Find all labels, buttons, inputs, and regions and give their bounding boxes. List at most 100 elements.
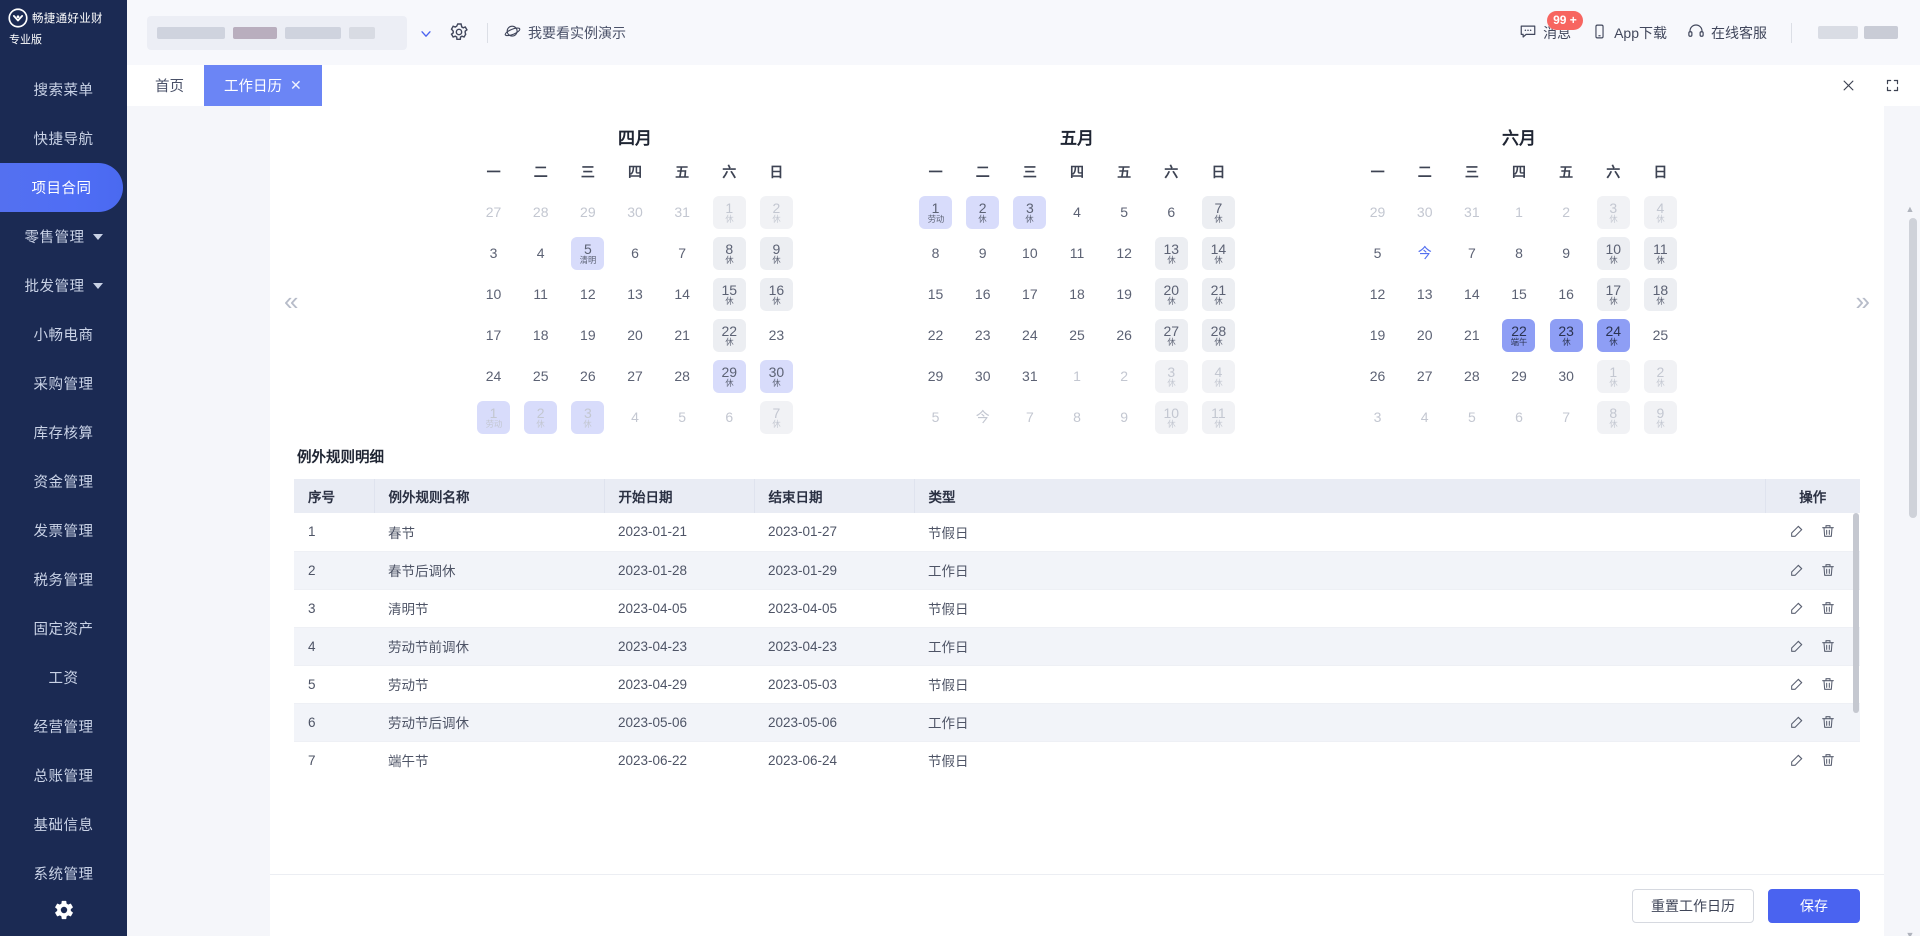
- calendar-day[interactable]: 11 休: [1643, 237, 1677, 270]
- calendar-day[interactable]: 20: [1408, 319, 1441, 352]
- calendar-day[interactable]: 26: [571, 360, 604, 393]
- calendar-day[interactable]: 12: [1108, 237, 1141, 270]
- table-row[interactable]: 2 春节后调休 2023-01-28 2023-01-29 工作日: [294, 551, 1860, 590]
- table-row[interactable]: 1 春节 2023-01-21 2023-01-27 节假日: [294, 513, 1860, 552]
- calendar-day[interactable]: 14: [666, 278, 699, 311]
- calendar-day[interactable]: 4: [1408, 401, 1441, 434]
- fullscreen-icon[interactable]: [1870, 78, 1914, 93]
- sidebar-item-retail-management[interactable]: 零售管理: [0, 212, 127, 261]
- calendar-day[interactable]: 9: [966, 237, 999, 270]
- trash-icon[interactable]: [1820, 638, 1837, 655]
- calendar-day[interactable]: 7: [1550, 401, 1583, 434]
- tab-home[interactable]: 首页: [135, 65, 204, 106]
- calendar-day[interactable]: 29 休: [712, 360, 746, 393]
- calendar-day[interactable]: 6: [1155, 196, 1188, 229]
- calendar-day[interactable]: 24: [477, 360, 510, 393]
- calendar-day[interactable]: 28: [524, 196, 557, 229]
- calendar-day[interactable]: 6: [1502, 401, 1535, 434]
- calendar-day[interactable]: 12: [571, 278, 604, 311]
- edit-icon[interactable]: [1789, 600, 1806, 617]
- calendar-day[interactable]: 15: [1502, 278, 1535, 311]
- calendar-day[interactable]: 1: [1502, 196, 1535, 229]
- sidebar-item-basic-info[interactable]: 基础信息: [0, 800, 127, 849]
- calendar-day[interactable]: 21: [1455, 319, 1488, 352]
- calendar-day[interactable]: 6: [618, 237, 651, 270]
- calendar-day[interactable]: 16: [1550, 278, 1583, 311]
- sidebar-item-general-ledger[interactable]: 总账管理: [0, 751, 127, 800]
- calendar-day[interactable]: 10: [1013, 237, 1046, 270]
- calendar-day[interactable]: 5: [1361, 237, 1394, 270]
- sidebar-item-ecommerce[interactable]: 小畅电商: [0, 310, 127, 359]
- sidebar-item-operation-management[interactable]: 经营管理: [0, 702, 127, 751]
- sidebar-item-fund-management[interactable]: 资金管理: [0, 457, 127, 506]
- calendar-day[interactable]: 5: [1455, 401, 1488, 434]
- calendar-day[interactable]: 22 休: [712, 319, 746, 352]
- calendar-day[interactable]: 19: [1108, 278, 1141, 311]
- calendar-day[interactable]: 7: [1013, 401, 1046, 434]
- calendar-day[interactable]: 1 劳动: [919, 196, 953, 229]
- calendar-day[interactable]: 29: [1502, 360, 1535, 393]
- calendar-day[interactable]: 5: [1108, 196, 1141, 229]
- calendar-day[interactable]: 25: [1060, 319, 1093, 352]
- calendar-day[interactable]: 15: [919, 278, 952, 311]
- calendar-day[interactable]: 23: [760, 319, 793, 352]
- calendar-day[interactable]: 13 休: [1154, 237, 1188, 270]
- close-icon[interactable]: [1826, 78, 1870, 93]
- calendar-day[interactable]: 21: [666, 319, 699, 352]
- calendar-day[interactable]: 5: [666, 401, 699, 434]
- page-scrollbar-thumb[interactable]: [1909, 218, 1917, 518]
- table-row[interactable]: 7 端午节 2023-06-22 2023-06-24 节假日: [294, 741, 1860, 779]
- trash-icon[interactable]: [1820, 752, 1837, 769]
- table-vertical-scrollbar[interactable]: [1853, 513, 1859, 713]
- chevron-down-icon[interactable]: [419, 27, 431, 39]
- calendar-day[interactable]: 16 休: [759, 278, 793, 311]
- sidebar-item-project-contract[interactable]: 项目合同: [0, 163, 123, 213]
- calendar-day[interactable]: 17: [477, 319, 510, 352]
- sidebar-item-fixed-assets[interactable]: 固定资产: [0, 604, 127, 653]
- calendar-day[interactable]: 24: [1013, 319, 1046, 352]
- calendar-day[interactable]: 4: [1060, 196, 1093, 229]
- table-row[interactable]: 6 劳动节后调休 2023-05-06 2023-05-06 工作日: [294, 703, 1860, 742]
- calendar-day[interactable]: 8: [1502, 237, 1535, 270]
- sidebar-item-invoice-management[interactable]: 发票管理: [0, 506, 127, 555]
- calendar-day[interactable]: 23: [966, 319, 999, 352]
- calendar-day[interactable]: 14: [1455, 278, 1488, 311]
- user-profile[interactable]: [1818, 26, 1898, 39]
- edit-icon[interactable]: [1789, 523, 1806, 540]
- gear-icon[interactable]: [449, 22, 471, 44]
- calendar-day[interactable]: 30: [1408, 196, 1441, 229]
- calendar-day[interactable]: 今: [1408, 237, 1441, 270]
- calendar-day[interactable]: 21 休: [1201, 278, 1235, 311]
- calendar-day[interactable]: 4: [618, 401, 651, 434]
- calendar-day[interactable]: 17: [1013, 278, 1046, 311]
- calendar-day[interactable]: 20: [618, 319, 651, 352]
- calendar-day[interactable]: 17 休: [1596, 278, 1630, 311]
- calendar-day[interactable]: 22: [919, 319, 952, 352]
- table-row[interactable]: 4 劳动节前调休 2023-04-23 2023-04-23 工作日: [294, 627, 1860, 666]
- calendar-day[interactable]: 27 休: [1154, 319, 1188, 352]
- messages-button[interactable]: 消息 99 +: [1519, 11, 1583, 43]
- calendar-day[interactable]: 16: [966, 278, 999, 311]
- save-button[interactable]: 保存: [1768, 888, 1860, 923]
- calendar-day[interactable]: 29: [1361, 196, 1394, 229]
- calendar-day[interactable]: 30: [1550, 360, 1583, 393]
- calendar-prev-button[interactable]: «: [284, 286, 299, 316]
- table-row[interactable]: 3 清明节 2023-04-05 2023-04-05 节假日: [294, 589, 1860, 628]
- calendar-day[interactable]: 27: [618, 360, 651, 393]
- tab-work-calendar[interactable]: 工作日历 ✕: [204, 65, 322, 106]
- sidebar-item-wholesale-management[interactable]: 批发管理: [0, 261, 127, 310]
- calendar-day[interactable]: 25: [524, 360, 557, 393]
- calendar-day[interactable]: 10: [477, 278, 510, 311]
- trash-icon[interactable]: [1820, 523, 1837, 540]
- calendar-day[interactable]: 5: [919, 401, 952, 434]
- sidebar-item-payroll[interactable]: 工资: [0, 653, 127, 702]
